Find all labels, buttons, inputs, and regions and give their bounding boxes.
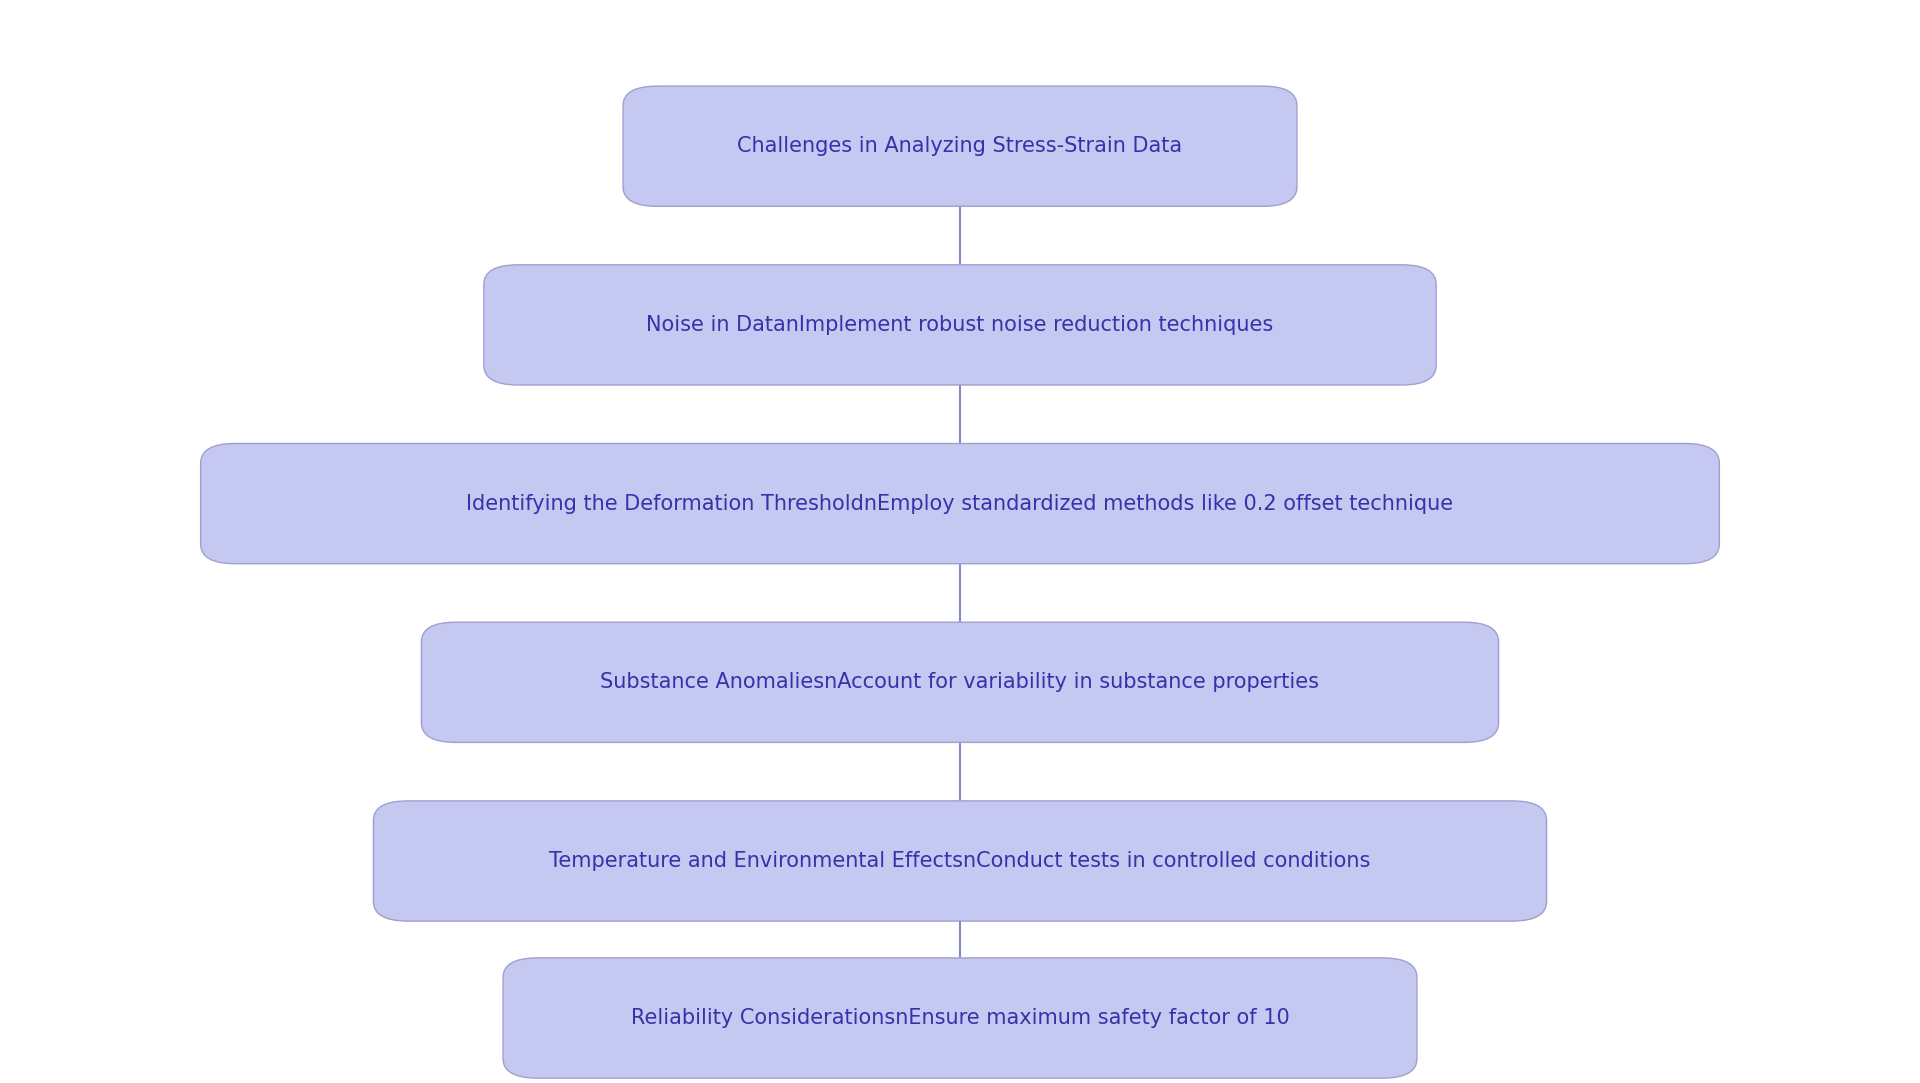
Text: Noise in DatanImplement robust noise reduction techniques: Noise in DatanImplement robust noise red… — [647, 315, 1273, 335]
Text: Temperature and Environmental EffectsnConduct tests in controlled conditions: Temperature and Environmental EffectsnCo… — [549, 851, 1371, 871]
Text: Reliability ConsiderationsnEnsure maximum safety factor of 10: Reliability ConsiderationsnEnsure maximu… — [630, 1008, 1290, 1028]
FancyBboxPatch shape — [622, 87, 1298, 206]
FancyBboxPatch shape — [422, 622, 1500, 743]
Text: Identifying the Deformation ThresholdnEmploy standardized methods like 0.2 offse: Identifying the Deformation ThresholdnEm… — [467, 494, 1453, 513]
FancyBboxPatch shape — [484, 265, 1436, 386]
FancyBboxPatch shape — [200, 444, 1720, 563]
Text: Challenges in Analyzing Stress-Strain Data: Challenges in Analyzing Stress-Strain Da… — [737, 136, 1183, 156]
Text: Substance AnomaliesnAccount for variability in substance properties: Substance AnomaliesnAccount for variabil… — [601, 673, 1319, 692]
FancyBboxPatch shape — [374, 801, 1548, 921]
FancyBboxPatch shape — [503, 958, 1417, 1079]
